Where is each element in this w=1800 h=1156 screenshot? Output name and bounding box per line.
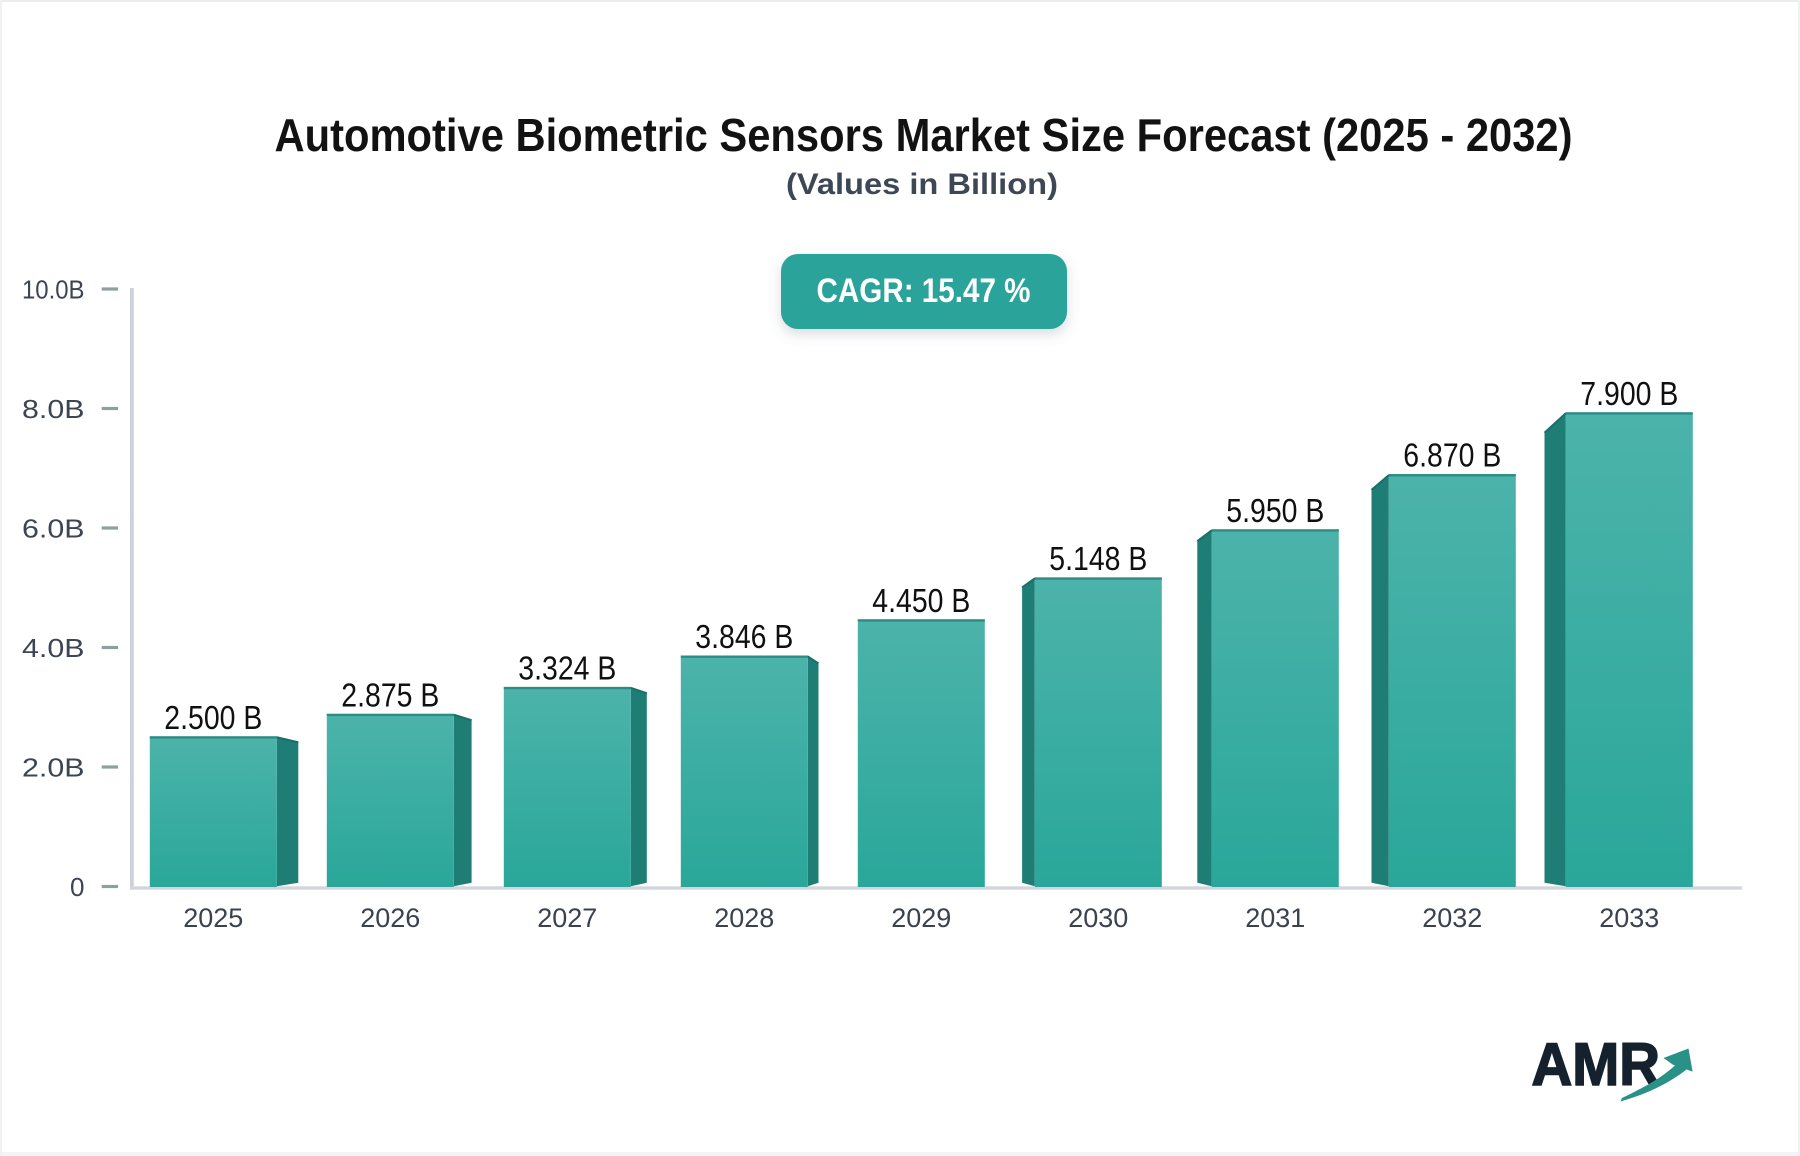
svg-text:2.875 B: 2.875 B — [341, 676, 439, 713]
svg-text:2025: 2025 — [183, 903, 243, 933]
svg-text:2031: 2031 — [1245, 903, 1305, 933]
svg-text:4.450 B: 4.450 B — [872, 582, 970, 619]
svg-text:2027: 2027 — [537, 903, 597, 933]
svg-text:10.0B: 10.0B — [22, 275, 85, 305]
svg-text:6.870 B: 6.870 B — [1403, 437, 1501, 474]
svg-text:5.148 B: 5.148 B — [1049, 540, 1147, 577]
svg-text:2.500 B: 2.500 B — [164, 699, 262, 736]
svg-text:2026: 2026 — [360, 903, 420, 933]
svg-text:6.0B: 6.0B — [22, 514, 85, 544]
svg-text:2032: 2032 — [1422, 903, 1482, 933]
svg-text:2029: 2029 — [891, 903, 951, 933]
svg-text:2.0B: 2.0B — [22, 753, 85, 783]
svg-text:(Values in Billion): (Values in Billion) — [786, 168, 1058, 201]
svg-text:3.324 B: 3.324 B — [518, 650, 616, 687]
svg-text:2033: 2033 — [1599, 903, 1659, 933]
svg-text:CAGR: 15.47 %: CAGR: 15.47 % — [817, 272, 1031, 310]
svg-text:0: 0 — [70, 872, 84, 902]
svg-text:8.0B: 8.0B — [22, 394, 85, 424]
svg-text:7.900 B: 7.900 B — [1580, 375, 1678, 412]
svg-text:3.846 B: 3.846 B — [695, 618, 793, 655]
svg-text:AMR: AMR — [1532, 1031, 1661, 1098]
svg-text:4.0B: 4.0B — [22, 633, 85, 663]
svg-text:5.950 B: 5.950 B — [1226, 492, 1324, 529]
svg-text:Automotive Biometric Sensors M: Automotive Biometric Sensors Market Size… — [275, 109, 1573, 161]
svg-text:2030: 2030 — [1068, 903, 1128, 933]
svg-text:2028: 2028 — [714, 903, 774, 933]
